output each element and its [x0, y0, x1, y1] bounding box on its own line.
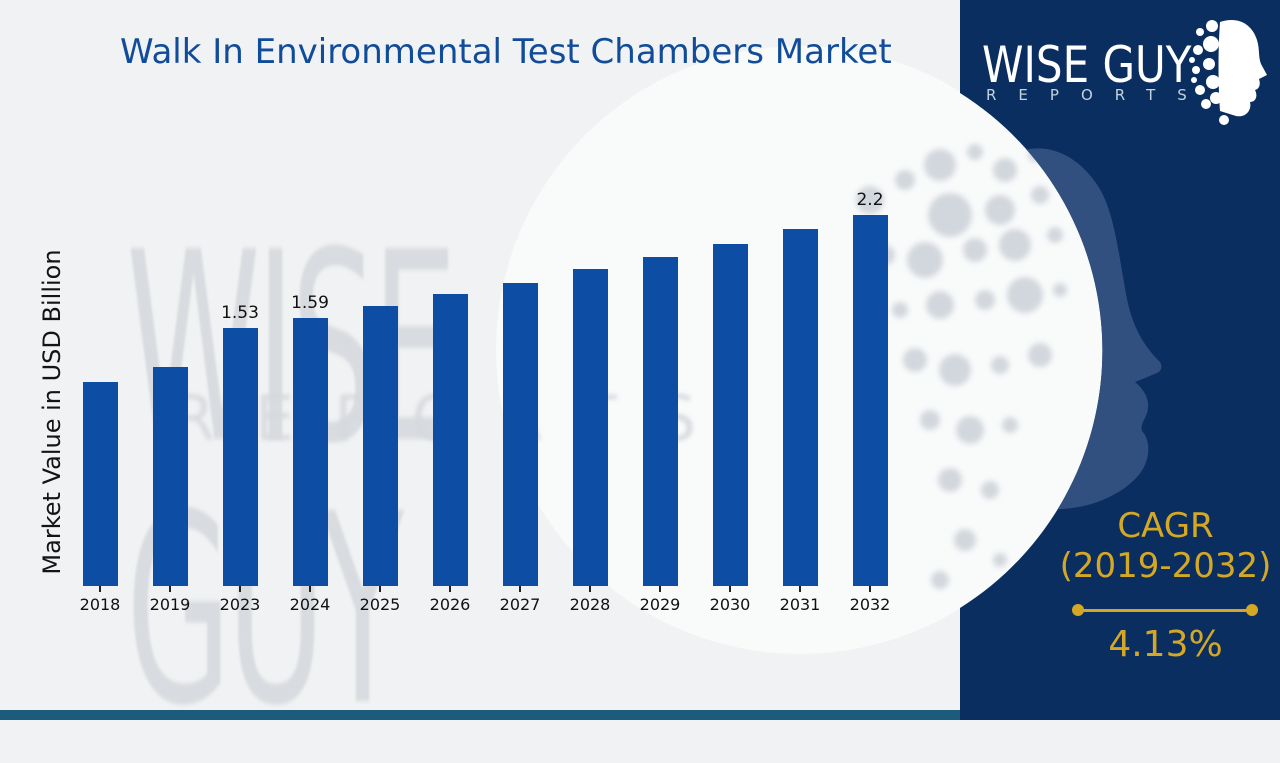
x-axis-tick — [239, 586, 241, 592]
data-label-2024: 1.59 — [291, 293, 329, 313]
logo-wordmark: WISE GUY — [982, 36, 1192, 94]
x-axis-tick — [659, 586, 661, 592]
bar-2028 — [572, 269, 608, 586]
data-label-2032: 2.2 — [856, 190, 884, 210]
x-axis-tick — [799, 586, 801, 592]
x-axis-label-2030: 2030 — [709, 595, 751, 614]
x-axis-label-2029: 2029 — [639, 595, 681, 614]
bar-2023 — [222, 328, 258, 586]
cagr-range: (2019-2032) — [1059, 546, 1272, 586]
watermark-dots-pattern — [856, 144, 1085, 618]
x-axis-label-2018: 2018 — [79, 595, 121, 614]
bar-2030 — [712, 244, 748, 586]
logo-head-icon — [1189, 20, 1267, 125]
bar-2026 — [432, 294, 468, 586]
x-axis-label-2025: 2025 — [359, 595, 401, 614]
cagr-heading: CAGR — [1117, 506, 1214, 546]
data-label-2023: 1.53 — [221, 303, 259, 323]
logo-reports-text: REPORTS — [986, 86, 1209, 104]
bar-2031 — [782, 229, 818, 586]
bottom-accent-strip — [0, 710, 962, 720]
bar-chart: Market Value in USD Billion 2018 2019 2023… — [38, 190, 891, 614]
x-axis-label-2024: 2024 — [289, 595, 331, 614]
x-axis-tick — [169, 586, 171, 592]
x-axis-label-2032: 2032 — [849, 595, 891, 614]
x-axis-tick — [729, 586, 731, 592]
bar-2032 — [852, 215, 888, 586]
x-axis-label-2027: 2027 — [499, 595, 541, 614]
page-title: Walk In Environmental Test Chambers Mark… — [120, 32, 892, 72]
side-panel — [960, 0, 1280, 720]
x-axis-label-2026: 2026 — [429, 595, 471, 614]
bar-2025 — [362, 306, 398, 586]
x-axis-label-2023: 2023 — [219, 595, 261, 614]
cagr-block: CAGR (2019-2032) — [1058, 506, 1273, 586]
x-axis-tick — [589, 586, 591, 592]
x-axis-tick — [869, 586, 871, 592]
y-axis-label: Market Value in USD Billion — [38, 249, 66, 575]
x-axis-tick — [309, 586, 311, 592]
bar-2027 — [502, 283, 538, 586]
bar-2024 — [292, 318, 328, 586]
cagr-divider-line — [1072, 604, 1258, 616]
bar-2029 — [642, 257, 678, 586]
x-axis-tick — [449, 586, 451, 592]
x-axis-label-2031: 2031 — [779, 595, 821, 614]
x-axis-tick — [519, 586, 521, 592]
bar-2019 — [152, 367, 188, 586]
x-axis-tick — [99, 586, 101, 592]
x-axis-label-2019: 2019 — [149, 595, 191, 614]
x-axis-tick — [379, 586, 381, 592]
bar-2018 — [82, 382, 118, 586]
cagr-value: 4.13% — [1108, 624, 1223, 665]
x-axis-label-2028: 2028 — [569, 595, 611, 614]
